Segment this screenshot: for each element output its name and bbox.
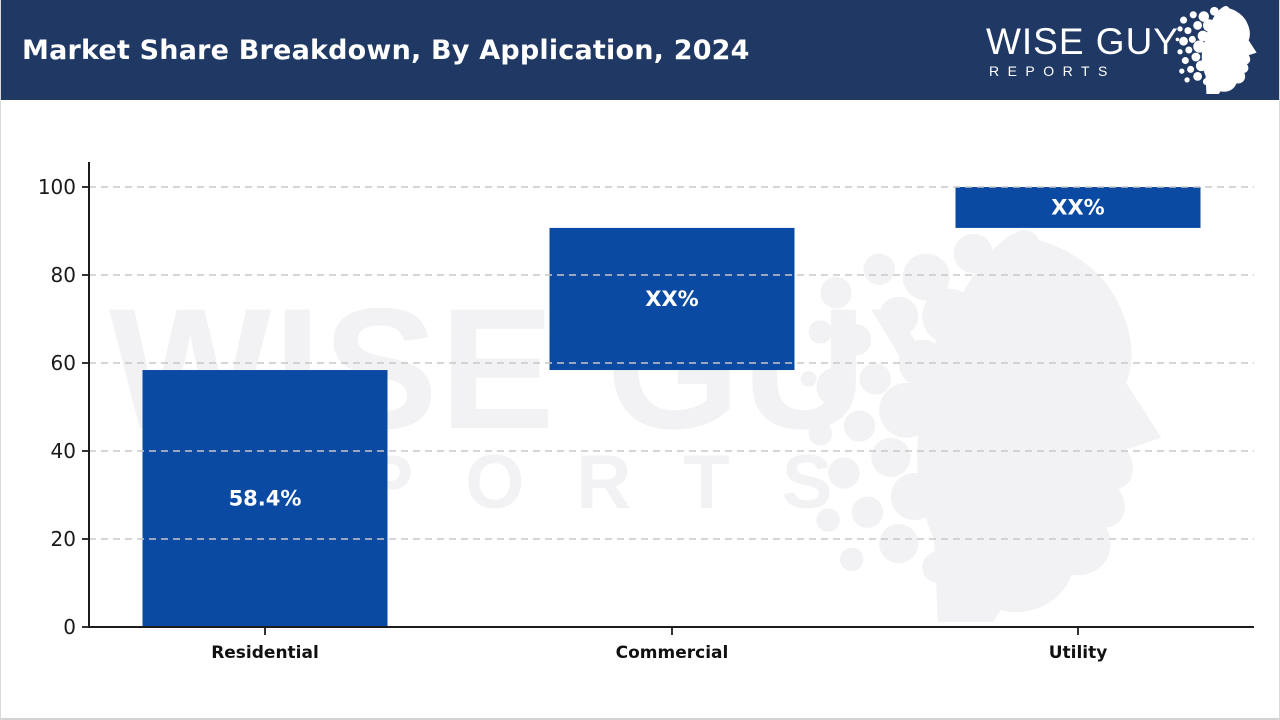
page-title: Market Share Breakdown, By Application, … (22, 34, 750, 66)
brand-wordmark-sub: REPORTS (988, 62, 1116, 79)
x-category-label: Commercial (616, 643, 729, 663)
bar-value-label: 58.4% (229, 487, 302, 511)
x-category-labels: Residential Commercial Utility (211, 643, 1107, 663)
bar-value-label: XX% (645, 287, 698, 311)
brand-wordmark: WISE GUY (985, 20, 1179, 62)
y-tick-labels: 0 20 40 60 80 100 (38, 175, 76, 639)
brand-logo: WISE GUY REPORTS (986, 6, 1261, 94)
y-tick-label: 40 (51, 439, 76, 463)
gridlines (89, 186, 1254, 540)
wise-guy-face-icon (1173, 6, 1261, 94)
y-tick-label: 100 (38, 175, 76, 199)
y-tick-label: 60 (51, 351, 76, 375)
x-category-label: Residential (211, 643, 319, 663)
bar-value-label: XX% (1051, 195, 1104, 219)
y-tick-label: 0 (63, 615, 76, 639)
y-tick-label: 80 (51, 263, 76, 287)
y-tick-label: 20 (51, 527, 76, 551)
x-category-label: Utility (1049, 643, 1108, 663)
bar-utility (955, 187, 1201, 228)
chart-svg: WISE GUY REPORTS 58.4%XX%XX% 02040608010… (38, 162, 1254, 663)
bars (142, 187, 1201, 627)
brand-text: WISE GUY REPORTS (986, 23, 1179, 78)
bar-commercial (549, 227, 795, 371)
header-bar: Market Share Breakdown, By Application, … (1, 0, 1279, 100)
bar-residential (142, 370, 388, 627)
axes (82, 162, 1254, 635)
bar-labels: 58.4% XX% XX% (229, 195, 1105, 510)
